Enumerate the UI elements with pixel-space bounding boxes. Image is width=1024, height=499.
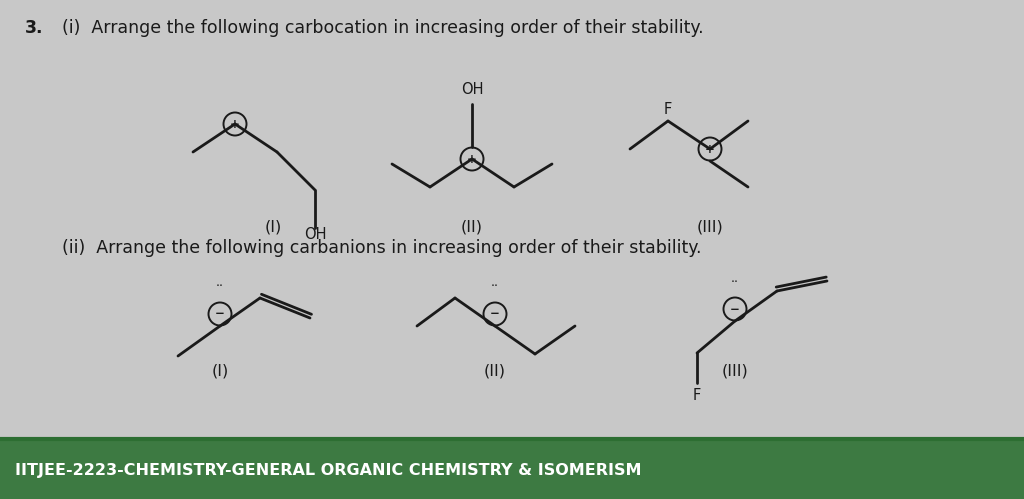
Text: OH: OH	[461, 81, 483, 96]
Text: (I): (I)	[264, 220, 282, 235]
Text: −: −	[215, 307, 225, 320]
Text: (III): (III)	[696, 220, 723, 235]
Text: F: F	[664, 101, 672, 116]
Bar	[0, 441, 1024, 499]
Text: OH: OH	[304, 227, 327, 242]
Text: (III): (III)	[722, 363, 749, 379]
Text: +: +	[467, 153, 477, 166]
Text: −: −	[730, 302, 740, 315]
Text: ⋅⋅: ⋅⋅	[490, 280, 499, 293]
Text: +: +	[230, 117, 240, 131]
Text: (II): (II)	[484, 363, 506, 379]
Text: 3.: 3.	[25, 19, 43, 37]
Text: +: +	[706, 143, 715, 156]
Text: ⋅⋅: ⋅⋅	[216, 280, 224, 293]
Text: (i)  Arrange the following carbocation in increasing order of their stability.: (i) Arrange the following carbocation in…	[62, 19, 703, 37]
Text: F: F	[693, 389, 701, 404]
Text: IITJEE-2223-CHEMISTRY-GENERAL ORGANIC CHEMISTRY & ISOMERISM: IITJEE-2223-CHEMISTRY-GENERAL ORGANIC CH…	[15, 463, 641, 478]
Text: (I): (I)	[211, 363, 228, 379]
Text: −: −	[490, 307, 500, 320]
Text: (ii)  Arrange the following carbanions in increasing order of their stability.: (ii) Arrange the following carbanions in…	[62, 239, 701, 257]
Text: ⋅⋅: ⋅⋅	[731, 275, 739, 288]
Text: (II): (II)	[461, 220, 483, 235]
